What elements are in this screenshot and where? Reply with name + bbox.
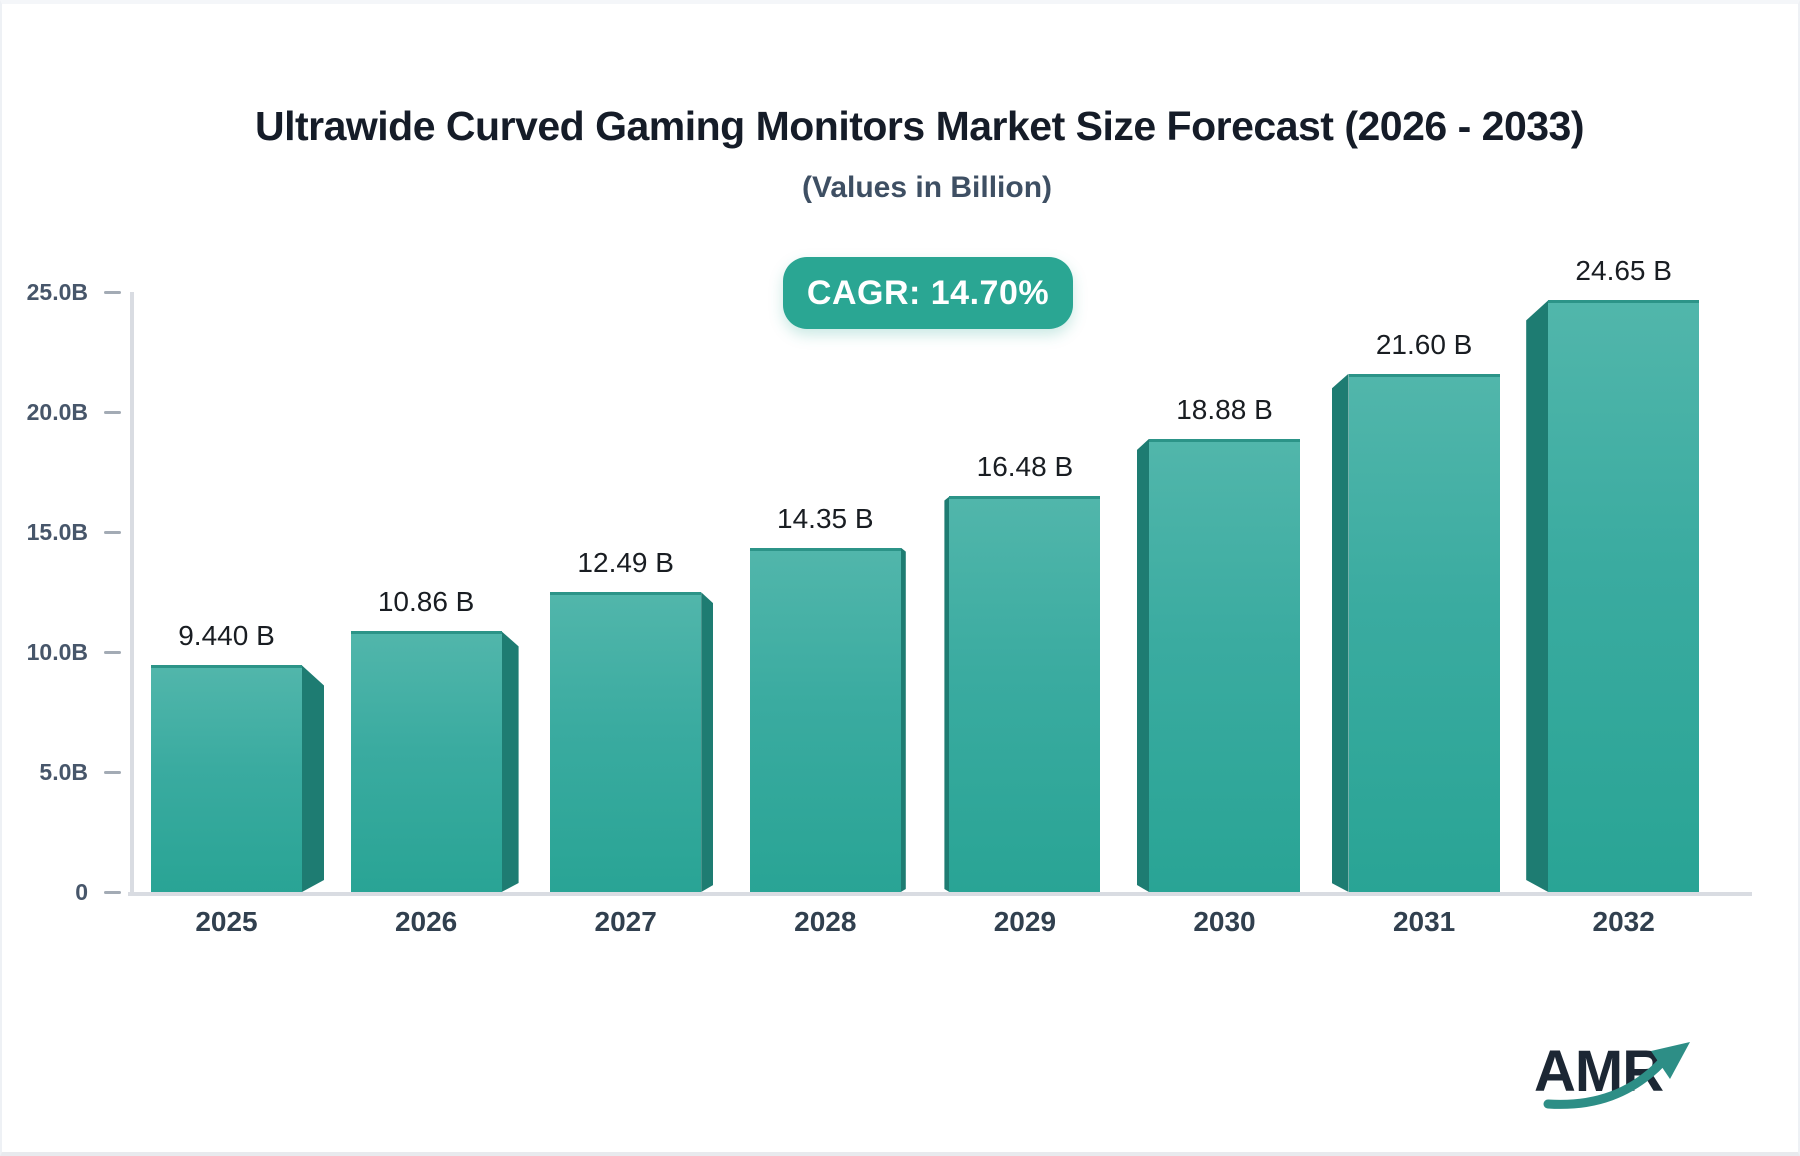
y-tick-label: 5.0B bbox=[39, 759, 88, 785]
bar-value-label-2027: 12.49 B bbox=[577, 547, 674, 579]
bar-value-label-2029: 16.48 B bbox=[976, 451, 1074, 483]
x-tick-label-2027: 2027 bbox=[594, 906, 657, 937]
x-tick-label-2030: 2030 bbox=[1193, 906, 1256, 937]
chart-title: Ultrawide Curved Gaming Monitors Market … bbox=[254, 103, 1585, 149]
y-tick-dash bbox=[104, 410, 121, 414]
x-tick-label-2029: 2029 bbox=[993, 906, 1057, 937]
bar-2032[interactable] bbox=[1548, 300, 1700, 892]
amr-logo: AMR bbox=[1530, 1034, 1730, 1124]
bar-2026[interactable] bbox=[350, 631, 502, 892]
bar-2031[interactable] bbox=[1348, 373, 1500, 892]
bar-value-label-2028: 14.35 B bbox=[777, 502, 874, 534]
x-tick-label-2032: 2032 bbox=[1592, 906, 1655, 937]
bar-side-2031 bbox=[1331, 373, 1349, 892]
chart-subtitle: (Values in Billion) bbox=[801, 171, 1053, 204]
bar-2029[interactable] bbox=[949, 496, 1101, 892]
y-tick-dash bbox=[104, 650, 121, 654]
cagr-badge-label: CAGR: 14.70% bbox=[806, 273, 1050, 312]
bar-2027[interactable] bbox=[550, 592, 702, 892]
bar-value-label-2025: 9.440 B bbox=[178, 620, 275, 652]
y-tick-label: 20.0B bbox=[26, 399, 88, 425]
y-tick-dash bbox=[104, 290, 121, 294]
bar-side-2025 bbox=[302, 665, 324, 892]
bar-value-label-2026: 10.86 B bbox=[377, 586, 475, 618]
growth-arrow-icon bbox=[1543, 1042, 1690, 1109]
y-tick-label: 10.0B bbox=[26, 639, 88, 665]
y-axis-line bbox=[130, 292, 134, 896]
bar-side-2029 bbox=[944, 496, 950, 892]
bar-2028[interactable] bbox=[749, 547, 901, 892]
bar-side-2028 bbox=[900, 547, 906, 892]
bar-value-label-2031: 21.60 B bbox=[1375, 328, 1473, 360]
bar-side-2026 bbox=[501, 631, 519, 892]
x-axis-line bbox=[128, 892, 1752, 896]
x-tick-label-2028: 2028 bbox=[794, 906, 857, 937]
bar-2025[interactable] bbox=[151, 665, 302, 892]
cagr-badge: CAGR: 14.70% bbox=[783, 257, 1073, 329]
amr-logo-text: AMR bbox=[1534, 1039, 1664, 1104]
bar-side-2032 bbox=[1526, 300, 1549, 892]
y-tick-dash bbox=[104, 530, 121, 534]
y-tick-dash bbox=[104, 890, 121, 894]
y-tick-label: 0 bbox=[75, 879, 88, 905]
bar-value-label-2032: 24.65 B bbox=[1575, 255, 1672, 287]
x-tick-label-2026: 2026 bbox=[394, 906, 458, 937]
y-tick-label: 15.0B bbox=[26, 519, 88, 545]
bar-side-2027 bbox=[701, 592, 714, 892]
x-tick-label-2025: 2025 bbox=[195, 906, 258, 937]
y-tick-label: 25.0B bbox=[26, 279, 88, 305]
bar-value-label-2030: 18.88 B bbox=[1176, 393, 1273, 425]
bar-2030[interactable] bbox=[1149, 438, 1300, 892]
y-tick-dash bbox=[104, 770, 121, 774]
x-tick-label-2031: 2031 bbox=[1392, 906, 1456, 937]
bar-side-2030 bbox=[1137, 438, 1149, 892]
